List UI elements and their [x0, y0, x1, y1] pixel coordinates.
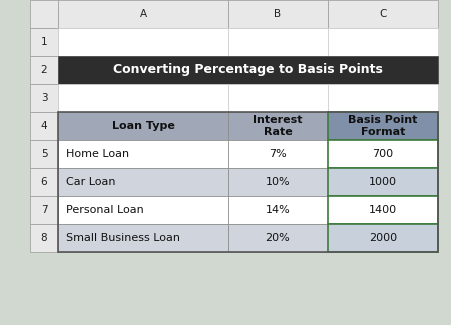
Bar: [228, 224, 328, 252]
Text: 1400: 1400: [369, 205, 397, 215]
Bar: [58, 112, 228, 140]
Bar: [228, 0, 328, 28]
Text: 2: 2: [41, 65, 47, 75]
Bar: [228, 140, 328, 168]
Text: Personal Loan: Personal Loan: [66, 205, 144, 215]
Bar: [328, 196, 438, 224]
Bar: [228, 196, 328, 224]
Text: Basis Point
Format: Basis Point Format: [348, 115, 418, 137]
Text: Small Business Loan: Small Business Loan: [66, 233, 180, 243]
Bar: [328, 84, 438, 112]
Bar: [328, 28, 438, 56]
Text: Interest
Rate: Interest Rate: [253, 115, 303, 137]
Bar: [328, 168, 438, 196]
Bar: [30, 196, 58, 224]
Text: 5: 5: [41, 149, 47, 159]
Text: C: C: [379, 9, 387, 19]
Bar: [58, 0, 228, 28]
Bar: [58, 112, 438, 252]
Text: 7%: 7%: [269, 149, 287, 159]
Text: 2000: 2000: [369, 233, 397, 243]
Text: 20%: 20%: [266, 233, 290, 243]
Text: A: A: [139, 9, 147, 19]
Bar: [58, 224, 228, 252]
Text: B: B: [275, 9, 281, 19]
Bar: [58, 140, 228, 168]
Bar: [30, 0, 58, 28]
Bar: [228, 168, 328, 196]
Text: 3: 3: [41, 93, 47, 103]
Bar: [30, 168, 58, 196]
Bar: [30, 140, 58, 168]
Text: 1: 1: [41, 37, 47, 47]
Text: 8: 8: [41, 233, 47, 243]
Bar: [328, 112, 438, 140]
Bar: [228, 28, 328, 56]
Bar: [30, 112, 58, 140]
Bar: [228, 112, 328, 140]
Bar: [30, 56, 58, 84]
Text: Car Loan: Car Loan: [66, 177, 115, 187]
Bar: [30, 224, 58, 252]
Text: Loan Type: Loan Type: [111, 121, 175, 131]
Text: 6: 6: [41, 177, 47, 187]
Text: 10%: 10%: [266, 177, 290, 187]
Bar: [30, 84, 58, 112]
Text: 4: 4: [41, 121, 47, 131]
Bar: [58, 168, 228, 196]
Bar: [328, 0, 438, 28]
Bar: [58, 196, 228, 224]
Text: 700: 700: [373, 149, 394, 159]
Bar: [58, 28, 228, 56]
Bar: [58, 84, 228, 112]
Bar: [228, 84, 328, 112]
Text: 1000: 1000: [369, 177, 397, 187]
Bar: [58, 56, 438, 84]
Text: Converting Percentage to Basis Points: Converting Percentage to Basis Points: [113, 63, 383, 76]
Bar: [328, 140, 438, 168]
Bar: [328, 224, 438, 252]
Text: 7: 7: [41, 205, 47, 215]
Bar: [30, 28, 58, 56]
Text: 14%: 14%: [266, 205, 290, 215]
Text: Home Loan: Home Loan: [66, 149, 129, 159]
